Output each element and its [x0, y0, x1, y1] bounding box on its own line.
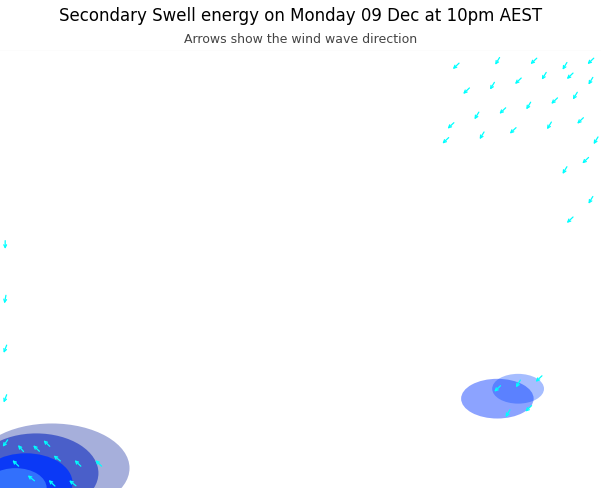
Ellipse shape	[0, 424, 130, 488]
Text: Arrows show the wind wave direction: Arrows show the wind wave direction	[184, 34, 417, 46]
Ellipse shape	[492, 374, 544, 404]
Ellipse shape	[0, 453, 73, 488]
Ellipse shape	[0, 433, 99, 488]
Ellipse shape	[461, 379, 534, 419]
Ellipse shape	[0, 468, 47, 488]
Text: Secondary Swell energy on Monday 09 Dec at 10pm AEST: Secondary Swell energy on Monday 09 Dec …	[59, 7, 542, 25]
